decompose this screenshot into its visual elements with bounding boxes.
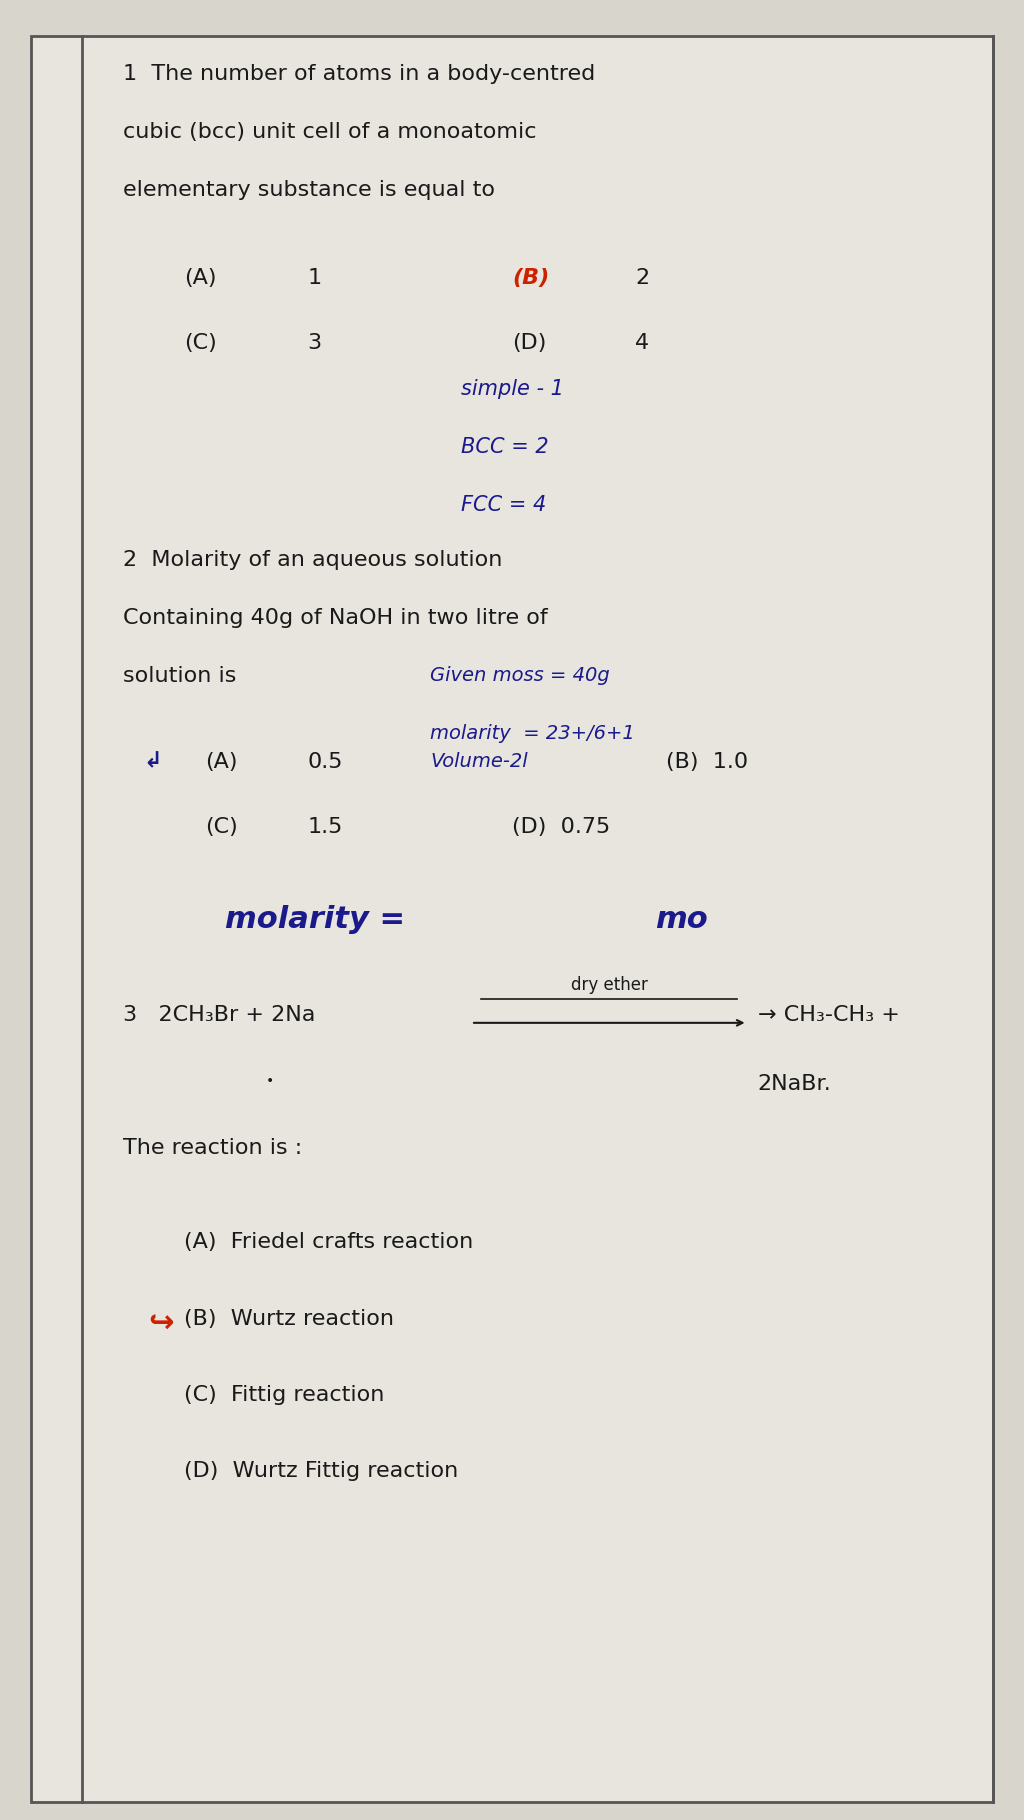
Text: 1  The number of atoms in a body-centred: 1 The number of atoms in a body-centred xyxy=(123,64,595,84)
Text: 2NaBr.: 2NaBr. xyxy=(758,1074,831,1094)
Text: (A): (A) xyxy=(205,752,238,772)
Text: ↪: ↪ xyxy=(148,1309,174,1338)
Text: (C)  Fittig reaction: (C) Fittig reaction xyxy=(184,1385,385,1405)
Text: (D)  Wurtz Fittig reaction: (D) Wurtz Fittig reaction xyxy=(184,1461,459,1481)
Text: (A)  Friedel crafts reaction: (A) Friedel crafts reaction xyxy=(184,1232,473,1252)
Text: The reaction is :: The reaction is : xyxy=(123,1138,302,1158)
Text: (A): (A) xyxy=(184,268,217,288)
Text: mo: mo xyxy=(655,905,709,934)
FancyBboxPatch shape xyxy=(31,36,993,1802)
Text: 2  Molarity of an aqueous solution: 2 Molarity of an aqueous solution xyxy=(123,550,502,570)
Text: (B)  1.0: (B) 1.0 xyxy=(666,752,748,772)
Text: ↲: ↲ xyxy=(143,752,162,772)
Text: solution is: solution is xyxy=(123,666,237,686)
Text: BCC = 2: BCC = 2 xyxy=(461,437,549,457)
Text: (B)  Wurtz reaction: (B) Wurtz reaction xyxy=(184,1309,394,1329)
Text: FCC = 4: FCC = 4 xyxy=(461,495,546,515)
Text: → CH₃-CH₃ +: → CH₃-CH₃ + xyxy=(758,1005,900,1025)
Text: (D)  0.75: (D) 0.75 xyxy=(512,817,610,837)
Text: 1: 1 xyxy=(307,268,322,288)
Text: •: • xyxy=(266,1074,274,1088)
Text: (B): (B) xyxy=(512,268,549,288)
Text: Containing 40g of NaOH in two litre of: Containing 40g of NaOH in two litre of xyxy=(123,608,548,628)
Text: Volume-2l: Volume-2l xyxy=(430,752,527,770)
Text: dry ether: dry ether xyxy=(570,976,648,994)
Text: elementary substance is equal to: elementary substance is equal to xyxy=(123,180,495,200)
Text: (C): (C) xyxy=(205,817,238,837)
Text: 4: 4 xyxy=(635,333,649,353)
Text: molarity =: molarity = xyxy=(225,905,416,934)
Text: 3   2CH₃Br + 2Na: 3 2CH₃Br + 2Na xyxy=(123,1005,315,1025)
Text: Given moss = 40g: Given moss = 40g xyxy=(430,666,610,684)
Text: 3: 3 xyxy=(307,333,322,353)
Text: 2: 2 xyxy=(635,268,649,288)
Text: (D): (D) xyxy=(512,333,547,353)
Text: 0.5: 0.5 xyxy=(307,752,343,772)
Text: (C): (C) xyxy=(184,333,217,353)
Text: cubic (bcc) unit cell of a monoatomic: cubic (bcc) unit cell of a monoatomic xyxy=(123,122,537,142)
Text: simple - 1: simple - 1 xyxy=(461,379,563,399)
Text: molarity  = 23+/6+1: molarity = 23+/6+1 xyxy=(430,724,635,743)
Text: 1.5: 1.5 xyxy=(307,817,343,837)
